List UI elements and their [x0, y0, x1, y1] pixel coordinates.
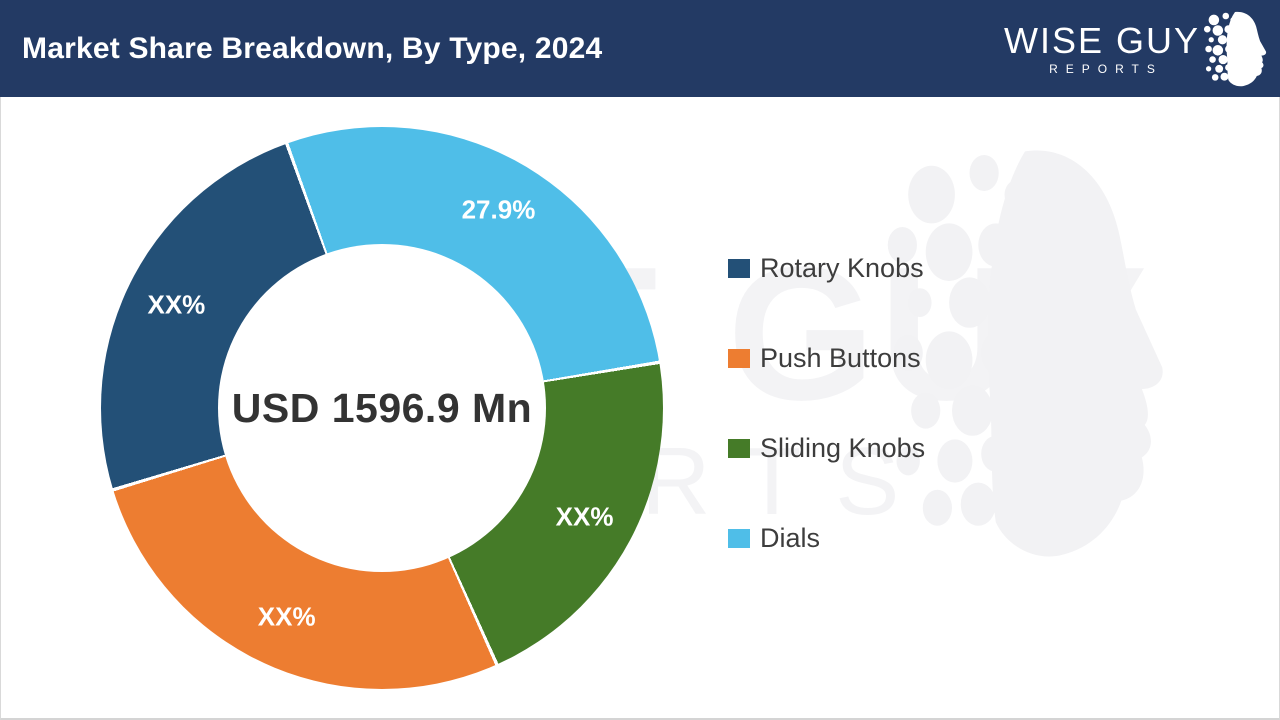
donut-chart: 27.9% XX% XX% XX% USD 1596.9 Mn	[101, 127, 663, 689]
page-title: Market Share Breakdown, By Type, 2024	[22, 31, 603, 65]
legend-swatch-sliding-knobs	[728, 438, 750, 458]
legend-label: Push Buttons	[760, 342, 921, 373]
slice-label-sliding-knobs: XX%	[555, 501, 614, 532]
legend-item-push-buttons: Push Buttons	[728, 339, 925, 377]
brand-head-icon	[1203, 11, 1267, 87]
slice-label-push-buttons: XX%	[257, 601, 316, 632]
legend-swatch-push-buttons	[728, 348, 750, 368]
legend-label: Dials	[760, 522, 821, 553]
slice-label-dials: 27.9%	[461, 194, 536, 225]
header-bar: Market Share Breakdown, By Type, 2024 WI…	[0, 0, 1280, 97]
brand-subname: REPORTS	[1049, 61, 1163, 76]
legend-label: Rotary Knobs	[760, 252, 924, 283]
legend-item-rotary-knobs: Rotary Knobs	[728, 249, 925, 287]
slice-label-rotary-knobs: XX%	[147, 289, 206, 320]
legend-swatch-dials	[728, 528, 750, 548]
chart-legend: Rotary Knobs Push Buttons Sliding Knobs …	[728, 249, 925, 557]
chart-area: WISE GUY REPORTS 27.9% XX% XX% XX% USD 1…	[0, 97, 1280, 720]
brand-name: WISE GUY	[1003, 19, 1200, 61]
market-total-value: USD 1596.9 Mn	[231, 384, 533, 431]
legend-swatch-rotary-knobs	[728, 258, 750, 278]
legend-label: Sliding Knobs	[760, 432, 926, 463]
legend-item-sliding-knobs: Sliding Knobs	[728, 429, 925, 467]
brand-logo-text: WISE GUY REPORTS	[1003, 19, 1200, 76]
donut-center: USD 1596.9 Mn	[218, 244, 546, 572]
legend-item-dials: Dials	[728, 519, 925, 557]
brand-logo: WISE GUY REPORTS	[1004, 4, 1268, 94]
